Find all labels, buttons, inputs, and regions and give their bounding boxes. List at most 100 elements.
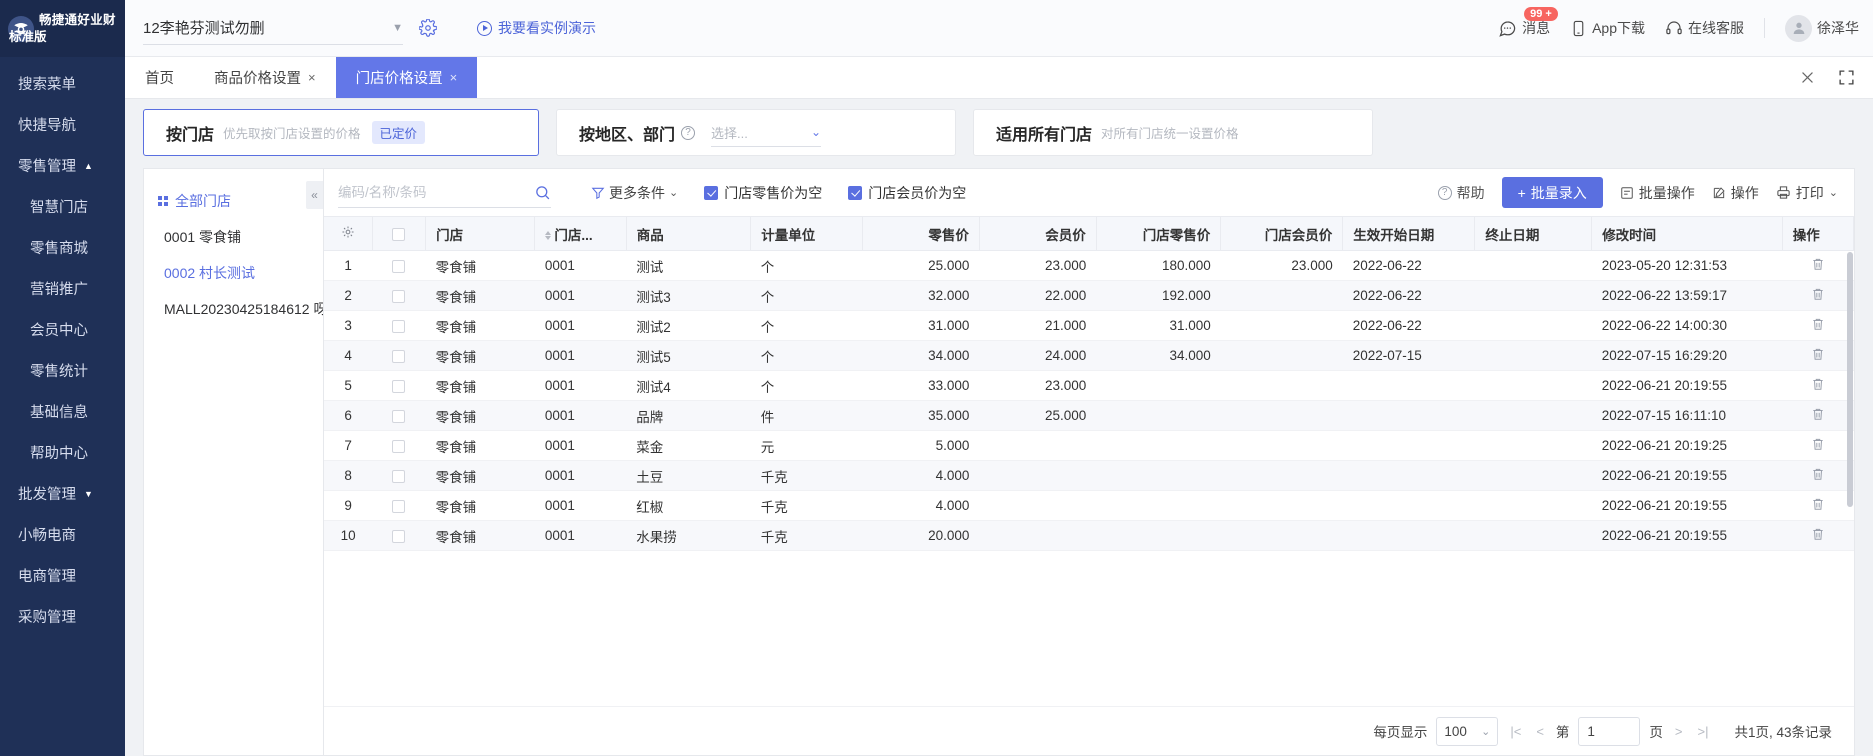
search-input[interactable]: [338, 184, 508, 200]
delete-icon[interactable]: [1811, 378, 1825, 394]
gear-icon[interactable]: [419, 19, 437, 37]
row-checkbox[interactable]: [372, 400, 426, 431]
delete-icon[interactable]: [1811, 438, 1825, 454]
prev-page-button[interactable]: <: [1536, 723, 1544, 739]
checkbox-icon[interactable]: [392, 469, 406, 483]
delete-icon[interactable]: [1811, 528, 1825, 544]
checkbox-icon[interactable]: [392, 379, 406, 393]
store-list-item[interactable]: MALL20230425184612 呀呀: [164, 301, 323, 317]
checkbox-icon[interactable]: [392, 259, 406, 273]
app-download-button[interactable]: App下载: [1570, 18, 1645, 38]
sidebar-item-1[interactable]: 快捷导航: [0, 104, 125, 145]
store-list-all[interactable]: 全部门店: [144, 183, 323, 219]
delete-icon[interactable]: [1811, 348, 1825, 364]
delete-icon[interactable]: [1811, 258, 1825, 274]
delete-icon[interactable]: [1811, 408, 1825, 424]
row-checkbox[interactable]: [372, 520, 426, 551]
sidebar-item-12[interactable]: 电商管理: [0, 555, 125, 596]
sidebar-item-11[interactable]: 小畅电商: [0, 514, 125, 555]
row-checkbox[interactable]: [372, 370, 426, 401]
cell-actions[interactable]: [1782, 460, 1854, 491]
row-checkbox[interactable]: [372, 460, 426, 491]
row-checkbox[interactable]: [372, 310, 426, 341]
select-all-header[interactable]: [372, 216, 427, 251]
header-end-date[interactable]: 终止日期: [1474, 216, 1593, 251]
batch-operate-button[interactable]: 批量操作: [1620, 183, 1695, 203]
table-row[interactable]: 2 零食铺 0001 测试3 个 32.000 22.000 192.000 2022-06-2…: [324, 280, 1854, 311]
header-unit[interactable]: 计量单位: [750, 216, 864, 251]
checkbox-icon[interactable]: [392, 499, 406, 513]
store-list-item[interactable]: 0001 零食铺: [164, 229, 242, 245]
card-all-stores[interactable]: 适用所有门店 对所有门店统一设置价格: [973, 109, 1373, 156]
messages-button[interactable]: 消息 99 +: [1498, 7, 1558, 38]
cell-actions[interactable]: [1782, 250, 1854, 281]
header-modified-time[interactable]: 修改时间: [1591, 216, 1783, 251]
checkbox-store-member-empty[interactable]: 门店会员价为空: [848, 183, 966, 203]
cell-actions[interactable]: [1782, 400, 1854, 431]
cell-actions[interactable]: [1782, 280, 1854, 311]
tab-close-icon[interactable]: ×: [308, 70, 316, 85]
header-store[interactable]: 门店: [425, 216, 536, 251]
card-by-region-dept[interactable]: 按地区、部门 ? 选择... ⌄: [556, 109, 956, 156]
collapse-panel-button[interactable]: «: [306, 181, 323, 209]
table-row[interactable]: 7 零食铺 0001 菜金元 5.000 2022-06-21 20:19:25: [324, 430, 1854, 461]
sidebar-item-3[interactable]: 智慧门店: [0, 186, 125, 227]
sidebar-item-8[interactable]: 基础信息: [0, 391, 125, 432]
tab-0[interactable]: 首页: [125, 57, 194, 98]
store-list-item[interactable]: 0002 村长测试: [164, 265, 256, 281]
column-settings-header[interactable]: [324, 216, 373, 251]
last-page-button[interactable]: >|: [1697, 723, 1709, 739]
header-store-code[interactable]: 门店...: [534, 216, 627, 251]
close-icon[interactable]: [1799, 69, 1816, 86]
table-row[interactable]: 10 零食铺 0001 水果捞 千克 20.000 2022-06-21 20:19:55: [324, 520, 1854, 551]
tab-close-icon[interactable]: ×: [449, 70, 458, 85]
checkbox-icon[interactable]: [392, 319, 406, 333]
more-conditions-button[interactable]: 更多条件 ⌄: [591, 183, 678, 203]
card-by-store[interactable]: 按门店 优先取按门店设置的价格 已定价: [143, 109, 539, 156]
cell-actions[interactable]: [1782, 520, 1854, 551]
checkbox-icon[interactable]: [392, 227, 406, 241]
row-checkbox[interactable]: [372, 280, 426, 311]
row-checkbox[interactable]: [372, 250, 426, 281]
delete-icon[interactable]: [1811, 468, 1825, 484]
sidebar-item-4[interactable]: 零售商城: [0, 227, 125, 268]
sidebar-item-13[interactable]: 采购管理: [0, 596, 125, 637]
search-box[interactable]: [338, 178, 551, 208]
org-select[interactable]: 12李艳芬测试勿删 ▼: [143, 11, 403, 45]
checkbox-icon[interactable]: [392, 409, 406, 423]
table-row[interactable]: 3 零食铺 0001 测试2 个 31.000 21.000 31.000 2022-06-22…: [324, 310, 1854, 341]
sidebar-item-2[interactable]: 零售管理 ▲: [0, 145, 125, 186]
vertical-scrollbar[interactable]: [1847, 252, 1853, 507]
help-button[interactable]: ? 帮助: [1437, 183, 1485, 203]
cell-actions[interactable]: [1782, 490, 1854, 521]
header-store-retail-price[interactable]: 门店零售价: [1096, 216, 1222, 251]
cell-actions[interactable]: [1782, 430, 1854, 461]
table-row[interactable]: 1 零食铺 0001 测试个 25.000 23.000 180.000 23.000 2022…: [324, 250, 1854, 281]
table-row[interactable]: 4 零食铺 0001 测试5 个 34.000 24.000 34.000 2022-07-15…: [324, 340, 1854, 371]
print-button[interactable]: 打印 ⌄: [1776, 183, 1838, 203]
region-select[interactable]: 选择... ⌄: [711, 119, 822, 147]
cell-actions[interactable]: [1782, 310, 1854, 341]
batch-import-button[interactable]: + 批量录入: [1501, 177, 1603, 208]
sidebar-item-9[interactable]: 帮助中心: [0, 432, 125, 473]
sidebar-item-7[interactable]: 零售统计: [0, 350, 125, 391]
checkbox-icon[interactable]: [392, 289, 406, 303]
row-checkbox[interactable]: [372, 430, 426, 461]
header-member-price[interactable]: 会员价: [979, 216, 1097, 251]
header-store-member-price[interactable]: 门店会员价: [1220, 216, 1344, 251]
checkbox-store-retail-empty[interactable]: 门店零售价为空: [704, 183, 822, 203]
checkbox-icon[interactable]: [392, 529, 406, 543]
user-menu[interactable]: 徐泽华: [1785, 14, 1859, 42]
delete-icon[interactable]: [1811, 498, 1825, 514]
question-icon[interactable]: ?: [681, 125, 696, 140]
sidebar-item-6[interactable]: 会员中心: [0, 309, 125, 350]
fullscreen-icon[interactable]: [1838, 69, 1855, 86]
operate-button[interactable]: 操作: [1712, 183, 1759, 203]
table-row[interactable]: 6 零食铺 0001 品牌件 35.000 25.000 2022-07-15 16:11:…: [324, 400, 1854, 431]
header-actions[interactable]: 操作: [1782, 216, 1854, 251]
table-row[interactable]: 5 零食铺 0001 测试4 个 33.000 23.000 2022-06-21 20:19…: [324, 370, 1854, 401]
per-page-select[interactable]: 100 ⌄: [1436, 716, 1499, 746]
checkbox-icon[interactable]: [392, 439, 406, 453]
demo-link[interactable]: 我要看实例演示: [477, 18, 596, 38]
header-product[interactable]: 商品: [626, 216, 752, 251]
